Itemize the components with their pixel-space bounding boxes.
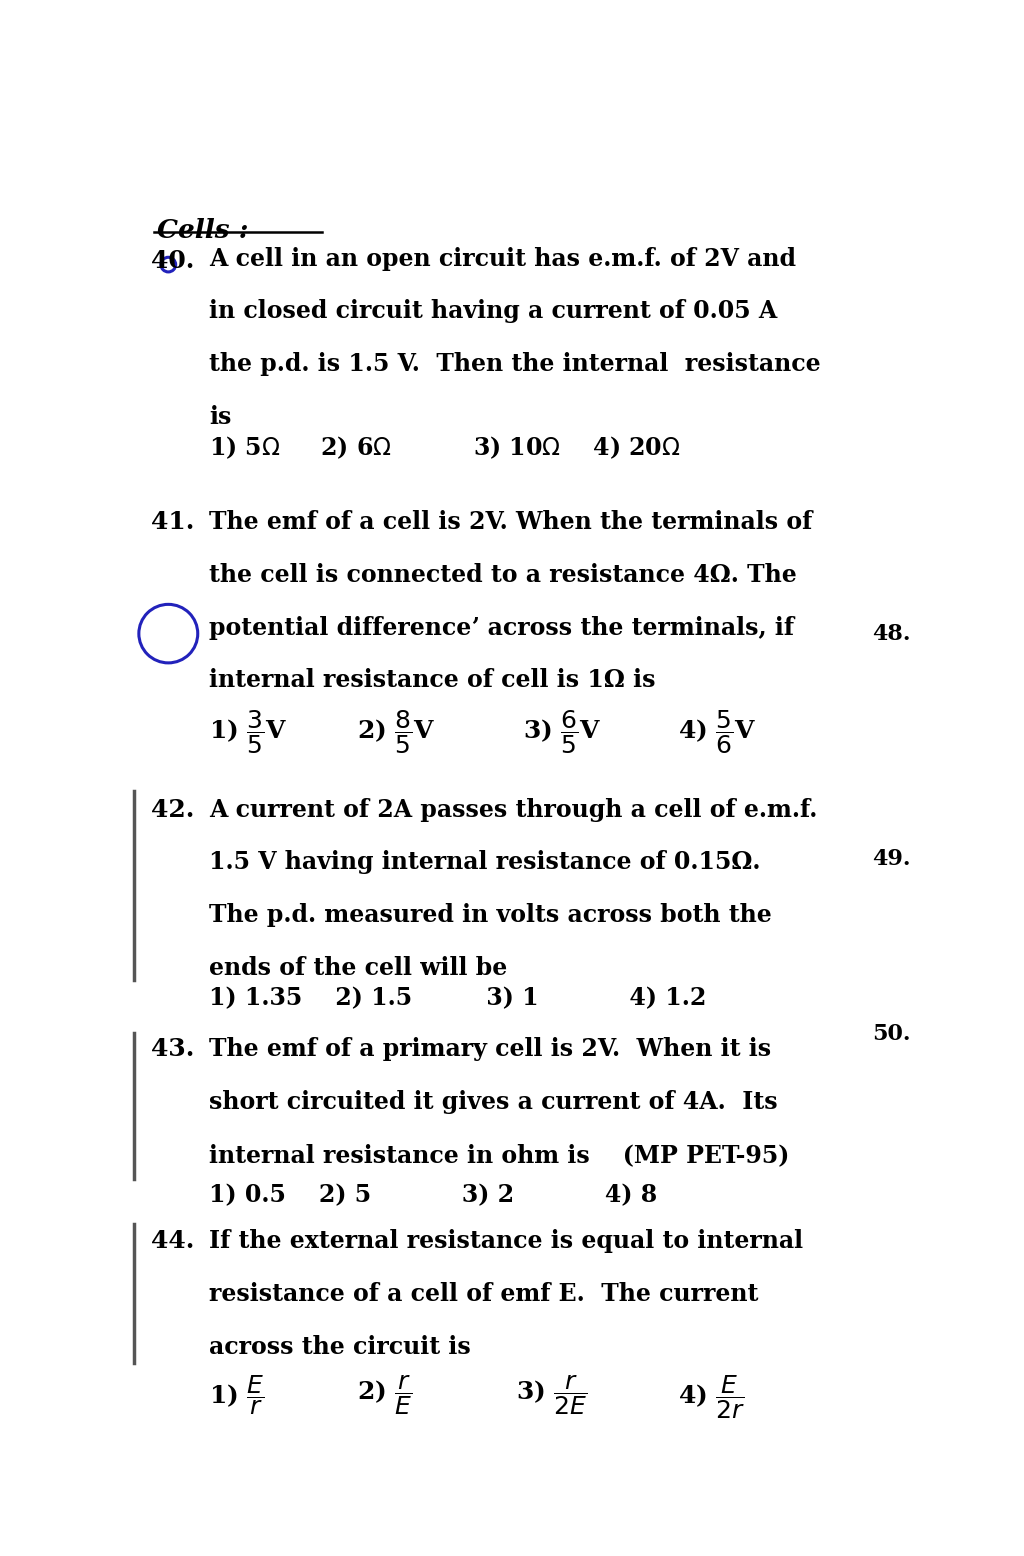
Text: the p.d. is 1.5 V.  Then the internal  resistance: the p.d. is 1.5 V. Then the internal res… <box>209 352 821 377</box>
Text: If the external resistance is equal to internal: If the external resistance is equal to i… <box>209 1229 804 1253</box>
Text: The emf of a cell is 2V. When the terminals of: The emf of a cell is 2V. When the termin… <box>209 510 813 534</box>
Text: internal resistance in ohm is    (MP PET-95): internal resistance in ohm is (MP PET-95… <box>209 1142 790 1167</box>
Text: in closed circuit having a current of 0.05 A: in closed circuit having a current of 0.… <box>209 299 777 324</box>
Text: 3) $\dfrac{6}{5}$V: 3) $\dfrac{6}{5}$V <box>523 708 602 756</box>
Text: short circuited it gives a current of 4A.  Its: short circuited it gives a current of 4A… <box>209 1091 778 1114</box>
Text: 49.: 49. <box>872 848 910 870</box>
Text: resistance of a cell of emf E.  The current: resistance of a cell of emf E. The curre… <box>209 1282 759 1305</box>
Text: 1.5 V having internal resistance of 0.15Ω.: 1.5 V having internal resistance of 0.15… <box>209 851 761 874</box>
Text: The p.d. measured in volts across both the: The p.d. measured in volts across both t… <box>209 902 772 927</box>
Text: internal resistance of cell is 1Ω is: internal resistance of cell is 1Ω is <box>209 669 656 692</box>
Text: the cell is connected to a resistance 4Ω. The: the cell is connected to a resistance 4Ω… <box>209 563 797 587</box>
Text: 40.: 40. <box>152 249 195 272</box>
Text: 2) $\dfrac{8}{5}$V: 2) $\dfrac{8}{5}$V <box>356 708 435 756</box>
Text: 4) $\dfrac{E}{2r}$: 4) $\dfrac{E}{2r}$ <box>678 1372 745 1421</box>
Text: A current of 2A passes through a cell of e.m.f.: A current of 2A passes through a cell of… <box>209 798 818 822</box>
Text: 1) $\dfrac{3}{5}$V: 1) $\dfrac{3}{5}$V <box>209 708 288 756</box>
Text: is: is <box>209 405 231 429</box>
Text: potential differenceʼ across the terminals, if: potential differenceʼ across the termina… <box>209 616 795 640</box>
Text: ends of the cell will be: ends of the cell will be <box>209 955 508 980</box>
Text: The emf of a primary cell is 2V.  When it is: The emf of a primary cell is 2V. When it… <box>209 1038 771 1061</box>
Text: 3) $\dfrac{r}{2E}$: 3) $\dfrac{r}{2E}$ <box>515 1372 587 1416</box>
Text: 43.: 43. <box>152 1038 195 1061</box>
Text: A cell in an open circuit has e.m.f. of 2V and: A cell in an open circuit has e.m.f. of … <box>209 247 797 271</box>
Text: 1) $\dfrac{E}{r}$: 1) $\dfrac{E}{r}$ <box>209 1372 265 1416</box>
Text: 48.: 48. <box>872 622 910 644</box>
Text: 42.: 42. <box>152 798 195 822</box>
Text: 1) 0.5    2) 5           3) 2           4) 8: 1) 0.5 2) 5 3) 2 4) 8 <box>209 1184 657 1207</box>
Text: 1) 5$\Omega$     2) 6$\Omega$          3) 10$\Omega$    4) 20$\Omega$: 1) 5$\Omega$ 2) 6$\Omega$ 3) 10$\Omega$ … <box>209 434 681 461</box>
Text: 4) $\dfrac{5}{6}$V: 4) $\dfrac{5}{6}$V <box>678 708 757 756</box>
Text: 50.: 50. <box>872 1022 910 1046</box>
Text: across the circuit is: across the circuit is <box>209 1335 471 1358</box>
Text: Cells :: Cells : <box>158 218 249 243</box>
Text: 2) $\dfrac{r}{E}$: 2) $\dfrac{r}{E}$ <box>356 1372 413 1416</box>
Text: 1) 1.35    2) 1.5         3) 1           4) 1.2: 1) 1.35 2) 1.5 3) 1 4) 1.2 <box>209 987 707 1010</box>
Text: 44.: 44. <box>152 1229 195 1253</box>
Text: 41.: 41. <box>152 510 195 534</box>
